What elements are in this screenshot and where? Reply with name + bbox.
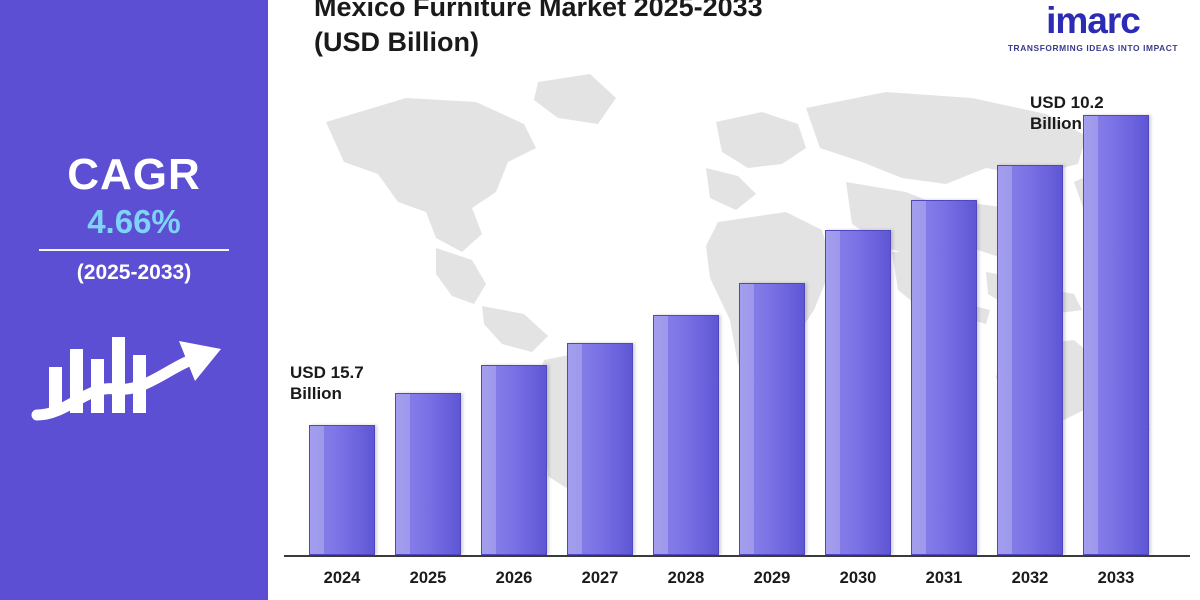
bar-group-2025 <box>395 393 461 555</box>
bar-2032 <box>997 165 1063 555</box>
cagr-label: CAGR <box>67 150 201 199</box>
x-tick-2033: 2033 <box>1097 569 1135 587</box>
imarc-logo: imarc TRANSFORMING IDEAS INTO IMPACT <box>1000 2 1186 53</box>
bar-group-2024 <box>309 425 375 555</box>
chart-title-line-1: Mexico Furniture Market 2025-2033 <box>314 0 763 22</box>
logo-wordmark: imarc <box>1046 0 1141 41</box>
bar-chart-plot: USD 15.7 Billion USD 10.2 Billion <box>268 0 1200 600</box>
callout-last-value: USD 10.2 Billion <box>1030 93 1104 134</box>
callout-first-line-2: Billion <box>290 383 342 403</box>
bar-2030 <box>825 230 891 555</box>
bar-group-2030 <box>825 230 891 555</box>
chart-area: Mexico Furniture Market 2025-2033 (USD B… <box>268 0 1200 600</box>
bar-2024 <box>309 425 375 555</box>
x-axis-line <box>284 555 1190 557</box>
bar-2026 <box>481 365 547 555</box>
logo-tagline: TRANSFORMING IDEAS INTO IMPACT <box>1007 43 1179 53</box>
x-tick-2025: 2025 <box>409 569 447 587</box>
cagr-period: (2025-2033) <box>76 261 192 285</box>
bar-group-2032 <box>997 165 1063 555</box>
bar-group-2031 <box>911 200 977 555</box>
callout-last-line-1: USD 10.2 <box>1030 93 1104 113</box>
cagr-value: 4.66% <box>87 203 181 241</box>
cagr-panel: CAGR 4.66% (2025-2033) <box>0 0 268 600</box>
x-tick-2026: 2026 <box>495 569 533 587</box>
callout-first-value: USD 15.7 Billion <box>290 363 364 404</box>
cagr-block: CAGR 4.66% (2025-2033) <box>0 150 268 285</box>
x-tick-2024: 2024 <box>323 569 361 587</box>
bar-2027 <box>567 343 633 555</box>
chart-title: Mexico Furniture Market 2025-2033 (USD B… <box>314 0 934 59</box>
callout-last-line-2: Billion <box>1030 113 1082 133</box>
bar-group-2028 <box>653 315 719 555</box>
bar-group-2033 <box>1083 115 1149 555</box>
bar-growth-arrow-icon <box>29 319 239 429</box>
bar-group-2027 <box>567 343 633 555</box>
x-tick-2029: 2029 <box>753 569 791 587</box>
x-tick-2032: 2032 <box>1011 569 1049 587</box>
bar-group-2026 <box>481 365 547 555</box>
chart-title-line-2: (USD Billion) <box>314 26 479 57</box>
bar-2028 <box>653 315 719 555</box>
bar-2033 <box>1083 115 1149 555</box>
x-tick-2031: 2031 <box>925 569 963 587</box>
bar-2029 <box>739 283 805 555</box>
x-tick-2027: 2027 <box>581 569 619 587</box>
bar-2031 <box>911 200 977 555</box>
x-tick-2030: 2030 <box>839 569 877 587</box>
callout-first-line-1: USD 15.7 <box>290 363 364 383</box>
cagr-divider <box>39 249 229 252</box>
x-tick-2028: 2028 <box>667 569 705 587</box>
bar-group-2029 <box>739 283 805 555</box>
bar-2025 <box>395 393 461 555</box>
